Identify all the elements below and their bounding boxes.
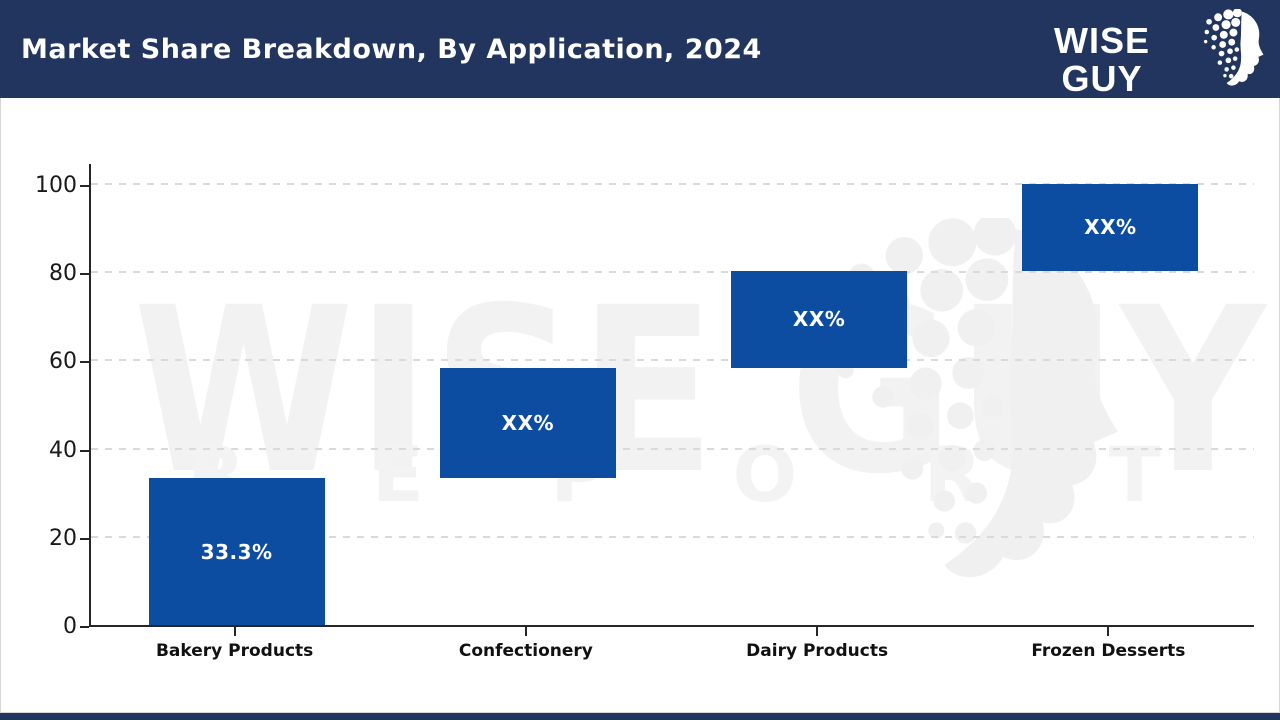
wiseguy-head-icon <box>1203 9 1264 86</box>
category-label: Bakery Products <box>155 641 314 661</box>
bar-value-label: XX% <box>792 307 846 332</box>
y-tick-mark <box>80 449 89 452</box>
gridline <box>91 447 1254 450</box>
chart-area: WISE GUY R E P O R T S 33.3% XX% XX% XX% Ba… <box>0 98 1280 713</box>
y-tick-mark <box>80 185 89 187</box>
page-title: Market Share Breakdown, By Application, … <box>21 33 762 65</box>
y-tick-label: 80 <box>49 261 77 287</box>
bar-value-label: XX% <box>1084 215 1137 240</box>
bar-confectionery: XX% <box>439 367 616 479</box>
y-tick-mark <box>80 626 89 628</box>
wiseguy-logo: WISE GUY R E P O R T S <box>1008 0 1268 130</box>
gridline <box>91 359 1254 362</box>
bar-bakery-products: 33.3% <box>148 478 325 625</box>
x-tick-mark <box>1107 627 1110 636</box>
watermark-subtitle: R E P O R T S <box>187 430 1280 519</box>
header: Market Share Breakdown, By Application, … <box>0 0 1280 130</box>
gridline <box>91 183 1254 185</box>
y-tick-label: 100 <box>35 173 77 198</box>
y-tick-label: 0 <box>63 614 77 639</box>
x-tick-mark <box>816 627 819 636</box>
bar-value-label: XX% <box>501 411 555 436</box>
footer-bar <box>0 713 1280 720</box>
category-label: Dairy Products <box>746 641 889 661</box>
y-tick-label: 60 <box>49 349 77 375</box>
bar-dairy-products: XX% <box>731 270 908 368</box>
x-tick-mark <box>233 627 236 636</box>
y-tick-mark <box>80 537 89 540</box>
gridline <box>91 535 1254 538</box>
logo-wordmark: WISE GUY <box>1053 20 1150 99</box>
bar-frozen-desserts: XX% <box>1022 184 1199 271</box>
bar-value-label: 33.3% <box>200 539 273 564</box>
plot-area: 33.3% XX% XX% XX% <box>89 164 1254 627</box>
category-label: Confectionery <box>458 641 593 661</box>
y-tick-label: 20 <box>49 525 77 551</box>
y-tick-mark <box>80 361 89 364</box>
gridline <box>91 271 1254 274</box>
y-tick-label: 40 <box>49 437 77 463</box>
category-label: Frozen Desserts <box>1031 641 1186 661</box>
y-tick-mark <box>80 273 89 276</box>
x-tick-mark <box>524 627 527 636</box>
